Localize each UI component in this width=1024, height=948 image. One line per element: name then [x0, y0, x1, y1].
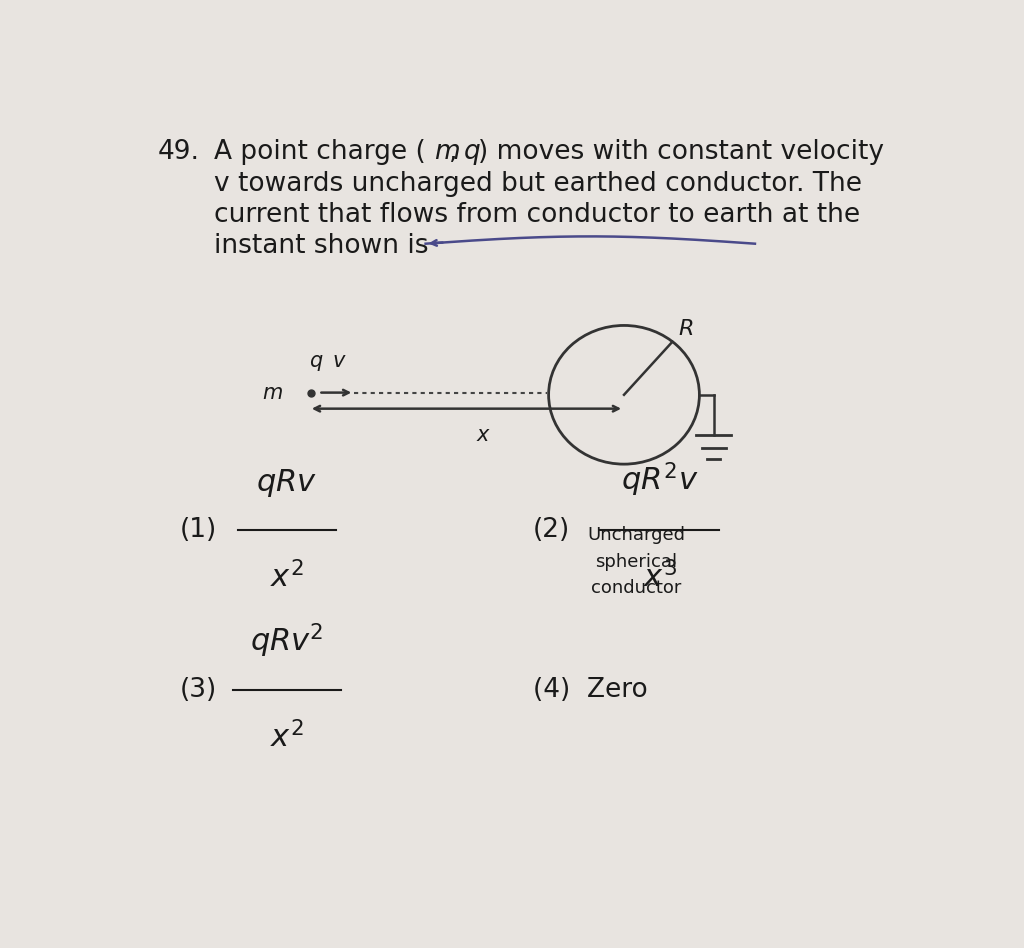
Text: ,: , [450, 139, 458, 165]
Text: (3): (3) [179, 678, 217, 703]
Text: $x^2$: $x^2$ [270, 721, 303, 754]
Text: v: v [332, 352, 344, 372]
Text: ) moves with constant velocity: ) moves with constant velocity [478, 139, 884, 165]
Text: current that flows from conductor to earth at the: current that flows from conductor to ear… [214, 202, 860, 228]
Text: Uncharged
spherical
conductor: Uncharged spherical conductor [587, 526, 685, 597]
Text: v towards uncharged but earthed conductor. The: v towards uncharged but earthed conducto… [214, 171, 862, 196]
Text: $x^2$: $x^2$ [270, 560, 303, 593]
Text: $qRv$: $qRv$ [256, 467, 317, 500]
Text: q: q [309, 352, 323, 372]
Text: (2): (2) [532, 517, 570, 543]
Text: A point charge (: A point charge ( [214, 139, 425, 165]
Text: instant shown is: instant shown is [214, 233, 428, 260]
Text: $qRv^2$: $qRv^2$ [250, 621, 324, 660]
Text: q: q [464, 139, 480, 165]
Text: (1): (1) [179, 517, 217, 543]
Text: $qR^2v$: $qR^2v$ [621, 461, 698, 500]
Text: 49.: 49. [158, 139, 200, 165]
Text: m: m [434, 139, 460, 165]
Text: m: m [262, 383, 283, 403]
Text: $x^3$: $x^3$ [643, 560, 677, 593]
Text: (4)  Zero: (4) Zero [532, 678, 647, 703]
Text: x: x [476, 425, 488, 445]
Text: R: R [679, 319, 694, 338]
